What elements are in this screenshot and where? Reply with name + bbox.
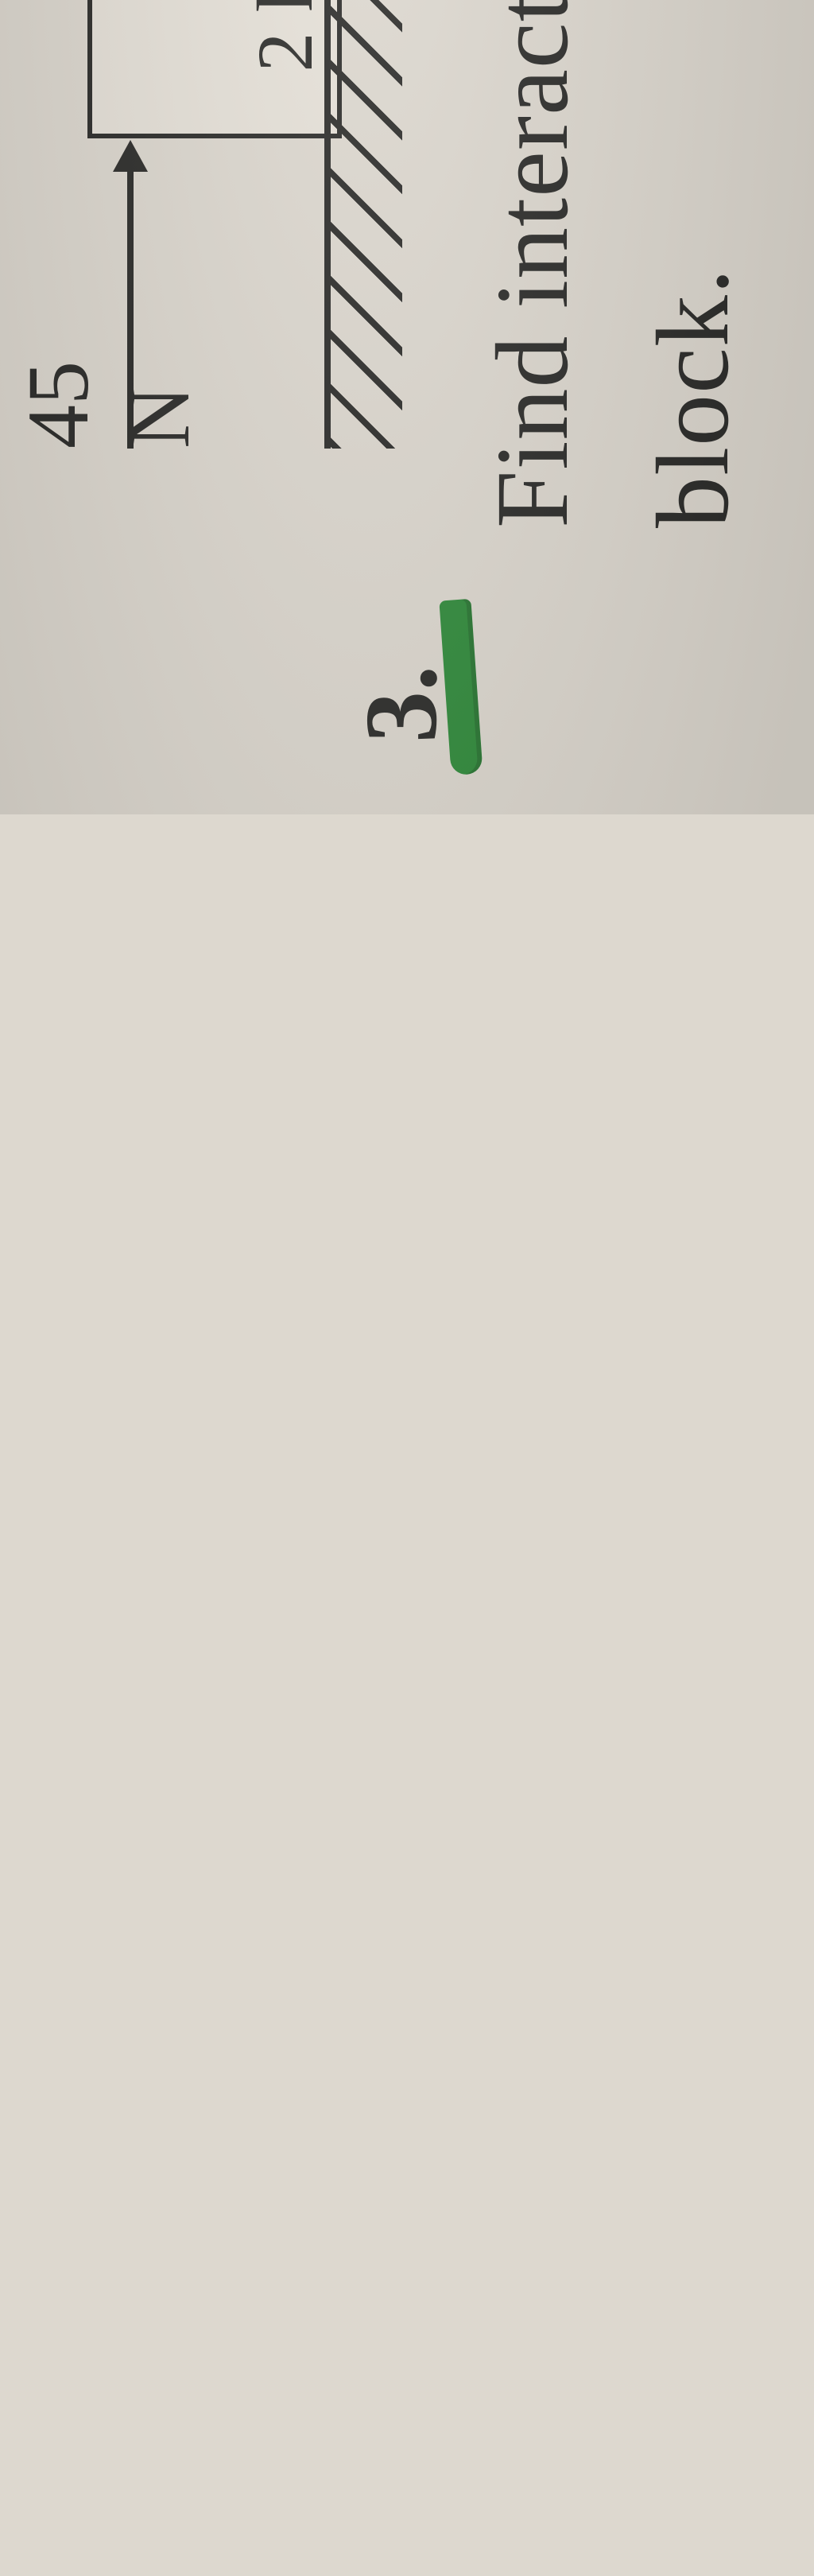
ground-surface: [324, 0, 402, 449]
left-force-arrow-line: [127, 170, 134, 449]
problem-number: 3.: [342, 666, 461, 744]
left-force-label: 45 N: [8, 361, 210, 449]
block-2kg-label: 2 kg: [239, 0, 331, 72]
left-force-arrow-head-icon: [113, 140, 148, 172]
hatching-icon: [331, 0, 402, 449]
block-2kg: 2 kg: [87, 0, 342, 138]
question-line-2: block.: [636, 268, 750, 528]
question-text: Find interaction force between 3 kg and …: [453, 0, 773, 528]
page-content: 3. 45 N 2 kg 3 kg 4 kg 9 N smooth Find i…: [0, 0, 814, 814]
highlight-mark: [439, 599, 483, 775]
question-line-1: Find interaction force between 3 kg and …: [475, 0, 590, 528]
